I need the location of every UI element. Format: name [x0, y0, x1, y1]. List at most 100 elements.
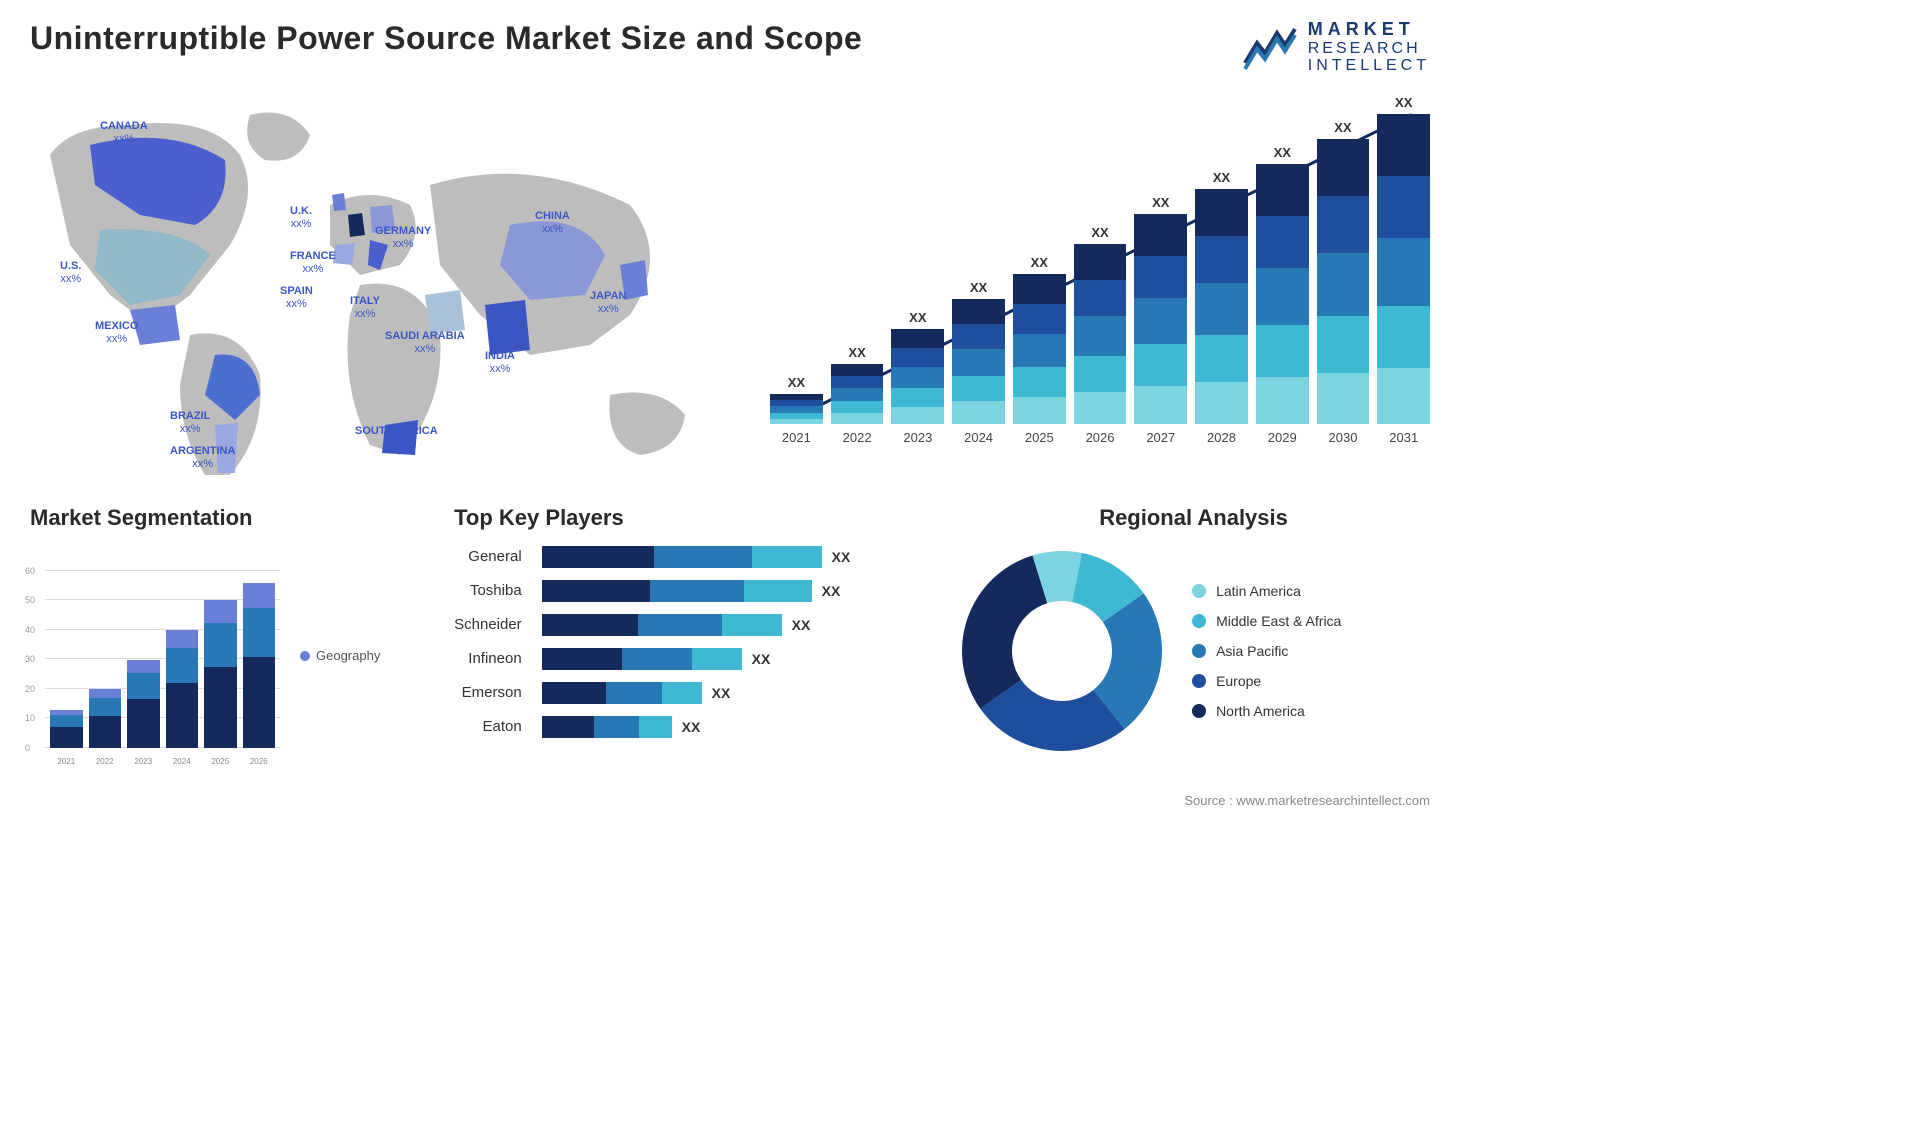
map-country-label: JAPANxx% — [590, 290, 626, 316]
seg-bar-column — [166, 630, 199, 748]
bar-year-label: 2022 — [843, 430, 872, 445]
bar-value-label: XX — [1274, 145, 1291, 160]
regional-legend-label: North America — [1216, 703, 1305, 719]
player-name-label: Eaton — [482, 716, 521, 738]
logo-text-2: RESEARCH — [1308, 40, 1430, 58]
players-title: Top Key Players — [454, 505, 927, 531]
map-country-label: BRAZILxx% — [170, 410, 210, 436]
main-bar-column: XX 2026 — [1074, 225, 1127, 445]
seg-y-tick: 10 — [25, 713, 35, 723]
legend-dot-icon — [1192, 584, 1206, 598]
main-bar-column: XX 2029 — [1256, 145, 1309, 445]
segmentation-chart: 0102030405060 202120222023202420252026 — [30, 546, 280, 766]
seg-bar-column — [204, 600, 237, 748]
seg-bar-column — [127, 659, 160, 748]
player-bar-row: XX — [542, 546, 927, 568]
legend-dot-icon — [1192, 614, 1206, 628]
bar-value-label: XX — [1091, 225, 1108, 240]
brand-logo: MARKET RESEARCH INTELLECT — [1243, 20, 1430, 75]
legend-dot-icon — [1192, 644, 1206, 658]
regional-title: Regional Analysis — [957, 505, 1430, 531]
regional-legend-item: North America — [1192, 703, 1341, 719]
players-chart: GeneralToshibaSchneiderInfineonEmersonEa… — [454, 546, 927, 738]
main-bar-column: XX2028 — [1195, 170, 1248, 445]
logo-text-1: MARKET — [1308, 20, 1430, 40]
main-bar-column: XX 2021 — [770, 375, 823, 445]
bar-year-label: 2031 — [1389, 430, 1418, 445]
bar-year-label: 2024 — [964, 430, 993, 445]
map-country-label: FRANCExx% — [290, 250, 336, 276]
player-name-label: Schneider — [454, 614, 522, 636]
bar-year-label: 2023 — [903, 430, 932, 445]
regional-legend-item: Europe — [1192, 673, 1341, 689]
player-bar-row: XX — [542, 580, 927, 602]
seg-year-label: 2024 — [166, 757, 199, 766]
player-value-label: XX — [832, 549, 851, 565]
bar-year-label: 2025 — [1025, 430, 1054, 445]
bar-year-label: 2021 — [782, 430, 811, 445]
legend-dot-icon — [1192, 704, 1206, 718]
main-bar-column: XX 2025 — [1013, 255, 1066, 445]
bar-value-label: XX — [1334, 120, 1351, 135]
regional-legend-label: Asia Pacific — [1216, 643, 1288, 659]
seg-year-label: 2022 — [89, 757, 122, 766]
map-country-label: ARGENTINAxx% — [170, 445, 235, 471]
regional-chart: Latin America Middle East & Africa Asia Pa… — [957, 546, 1430, 756]
regional-legend-item: Latin America — [1192, 583, 1341, 599]
main-bar-column: XX 2023 — [891, 310, 944, 445]
player-bar-row: XX — [542, 716, 927, 738]
bar-value-label: XX — [1395, 95, 1412, 110]
donut-icon — [957, 546, 1167, 756]
player-bar-row: XX — [542, 682, 927, 704]
map-country-label: SAUDI ARABIAxx% — [385, 330, 465, 356]
bar-value-label: XX — [1213, 170, 1230, 185]
map-country-label: SOUTH AFRICAxx% — [355, 425, 438, 451]
main-bar-chart: XX2021XX2022XX2023XX2024XX2025XX2026XX20… — [770, 95, 1430, 475]
legend-dot-icon — [300, 651, 310, 661]
logo-text-3: INTELLECT — [1308, 57, 1430, 75]
map-svg — [30, 95, 730, 475]
player-value-label: XX — [822, 583, 841, 599]
bar-value-label: XX — [1031, 255, 1048, 270]
seg-year-label: 2026 — [243, 757, 276, 766]
bar-value-label: XX — [788, 375, 805, 390]
seg-year-label: 2025 — [204, 757, 237, 766]
map-country-label: CANADAxx% — [100, 120, 148, 146]
main-bar-column: XX 2030 — [1317, 120, 1370, 445]
seg-y-tick: 50 — [25, 595, 35, 605]
bar-year-label: 2026 — [1086, 430, 1115, 445]
player-name-label: Infineon — [468, 648, 521, 670]
source-attribution: Source : www.marketresearchintellect.com — [1184, 793, 1430, 808]
map-country-label: INDIAxx% — [485, 350, 515, 376]
regional-legend-label: Latin America — [1216, 583, 1301, 599]
seg-bar-column — [243, 583, 276, 748]
main-bar-column: XX 2031 — [1377, 95, 1430, 445]
logo-icon — [1243, 23, 1298, 71]
player-bar-row: XX — [542, 648, 927, 670]
main-bar-column: XX2022 — [831, 345, 884, 445]
seg-y-tick: 30 — [25, 654, 35, 664]
player-value-label: XX — [712, 685, 731, 701]
bar-value-label: XX — [909, 310, 926, 325]
map-country-label: SPAINxx% — [280, 285, 313, 311]
player-name-label: Emerson — [462, 682, 522, 704]
bar-value-label: XX — [970, 280, 987, 295]
main-bar-column: XX2027 — [1134, 195, 1187, 445]
regional-legend-label: Europe — [1216, 673, 1261, 689]
player-value-label: XX — [792, 617, 811, 633]
seg-y-tick: 40 — [25, 625, 35, 635]
segmentation-legend-label: Geography — [316, 648, 380, 663]
segmentation-title: Market Segmentation — [30, 505, 424, 531]
map-country-label: GERMANYxx% — [375, 225, 431, 251]
player-value-label: XX — [682, 719, 701, 735]
seg-year-label: 2021 — [50, 757, 83, 766]
map-country-label: MEXICOxx% — [95, 320, 138, 346]
page-title: Uninterruptible Power Source Market Size… — [30, 20, 862, 57]
seg-y-tick: 20 — [25, 684, 35, 694]
regional-legend-item: Middle East & Africa — [1192, 613, 1341, 629]
map-country-label: U.K.xx% — [290, 205, 312, 231]
map-country-label: CHINAxx% — [535, 210, 570, 236]
donut-slice — [962, 555, 1047, 708]
bar-year-label: 2029 — [1268, 430, 1297, 445]
bar-year-label: 2030 — [1329, 430, 1358, 445]
